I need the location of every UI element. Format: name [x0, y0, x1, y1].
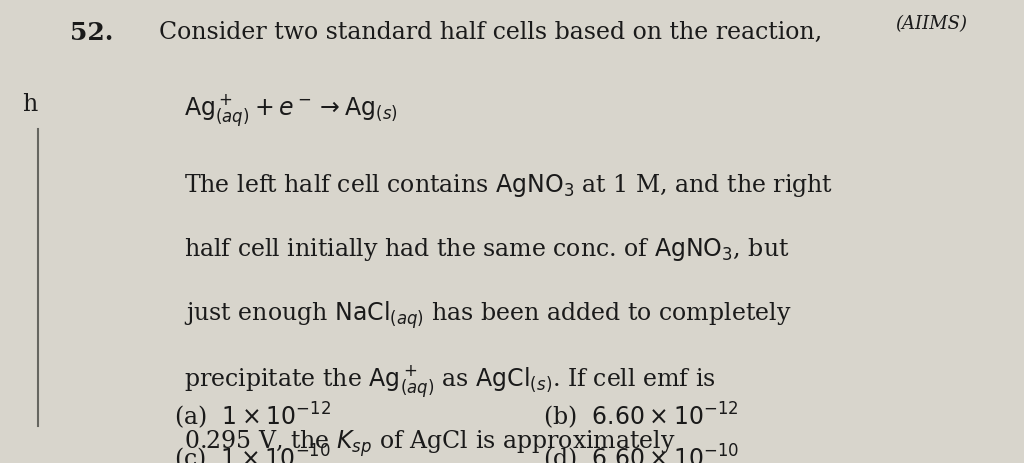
Text: (AIIMS): (AIIMS): [896, 15, 968, 33]
Text: (b)  $6.60\times10^{-12}$: (b) $6.60\times10^{-12}$: [543, 399, 738, 430]
Text: precipitate the $\mathrm{Ag}^+_{(aq)}$ as $\mathrm{AgCl}_{(s)}$. If cell emf is: precipitate the $\mathrm{Ag}^+_{(aq)}$ a…: [184, 363, 716, 400]
Text: 52.: 52.: [70, 21, 113, 45]
Text: 0.295 V, the $K_{sp}$ of AgCl is approximately: 0.295 V, the $K_{sp}$ of AgCl is approxi…: [184, 427, 676, 457]
Text: half cell initially had the same conc. of $\mathrm{AgNO_3}$, but: half cell initially had the same conc. o…: [184, 235, 790, 262]
Text: $\mathrm{Ag}^+_{(aq)}+e^-\rightarrow\mathrm{Ag}_{(s)}$: $\mathrm{Ag}^+_{(aq)}+e^-\rightarrow\mat…: [184, 93, 398, 129]
Text: The left half cell contains $\mathrm{AgNO_3}$ at 1 M, and the right: The left half cell contains $\mathrm{AgN…: [184, 171, 834, 198]
Text: (d)  $6.60\times10^{-10}$: (d) $6.60\times10^{-10}$: [543, 441, 739, 463]
Text: just enough $\mathrm{NaCl}_{(aq)}$ has been added to completely: just enough $\mathrm{NaCl}_{(aq)}$ has b…: [184, 299, 792, 331]
Text: (c)  $1\times10^{-10}$: (c) $1\times10^{-10}$: [174, 441, 331, 463]
Text: Consider two standard half cells based on the reaction,: Consider two standard half cells based o…: [159, 21, 822, 44]
Text: (a)  $1\times10^{-12}$: (a) $1\times10^{-12}$: [174, 399, 331, 430]
Text: h: h: [23, 93, 38, 116]
